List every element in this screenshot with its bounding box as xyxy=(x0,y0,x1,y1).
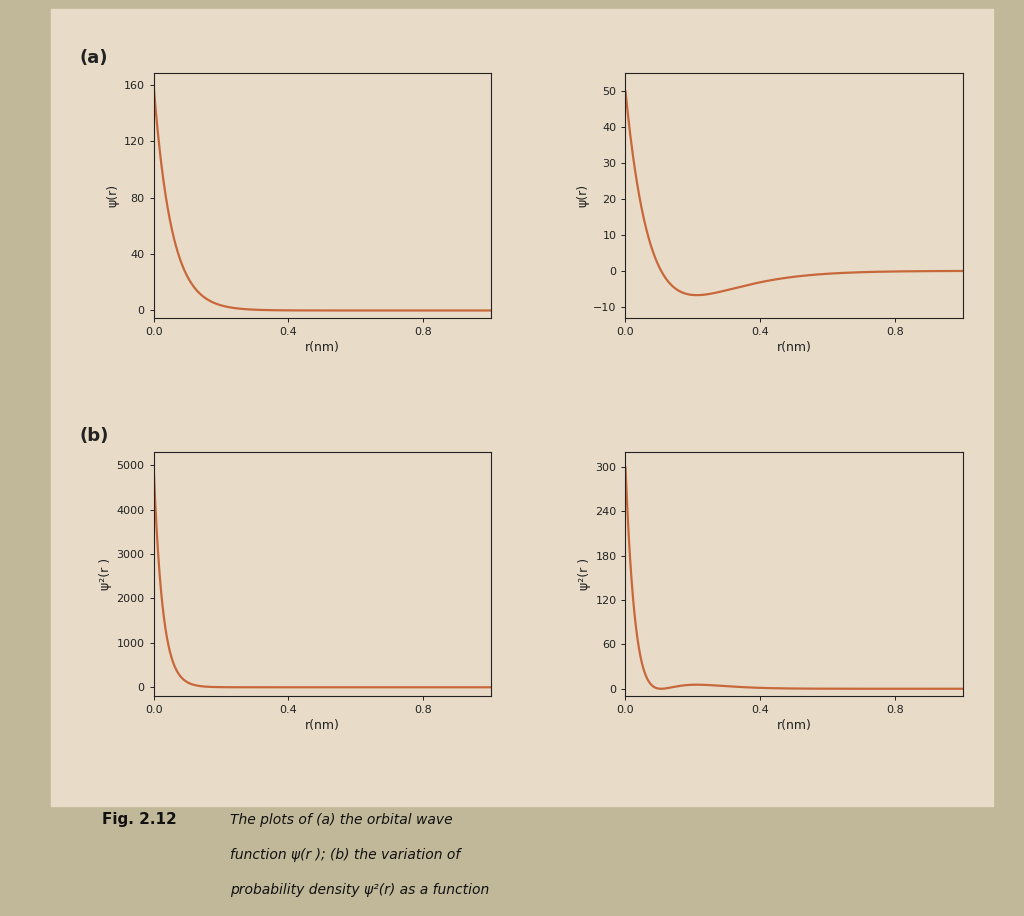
X-axis label: r(nm): r(nm) xyxy=(305,719,340,733)
Y-axis label: ψ²(r ): ψ²(r ) xyxy=(579,558,591,590)
Y-axis label: ψ(r): ψ(r) xyxy=(575,184,589,207)
X-axis label: r(nm): r(nm) xyxy=(776,719,811,733)
Text: probability density ψ²(r) as a function: probability density ψ²(r) as a function xyxy=(230,883,489,897)
Text: (a): (a) xyxy=(80,49,108,67)
Bar xyxy=(51,9,993,806)
Y-axis label: ψ²(r ): ψ²(r ) xyxy=(99,558,113,590)
Text: Fig. 2.12: Fig. 2.12 xyxy=(102,812,177,827)
Text: (b): (b) xyxy=(80,428,109,445)
X-axis label: r(nm): r(nm) xyxy=(776,341,811,354)
X-axis label: r(nm): r(nm) xyxy=(305,341,340,354)
Text: function ψ(r ); (b) the variation of: function ψ(r ); (b) the variation of xyxy=(230,848,461,862)
Text: The plots of (a) the orbital wave: The plots of (a) the orbital wave xyxy=(230,813,453,827)
Y-axis label: ψ(r): ψ(r) xyxy=(106,184,119,207)
